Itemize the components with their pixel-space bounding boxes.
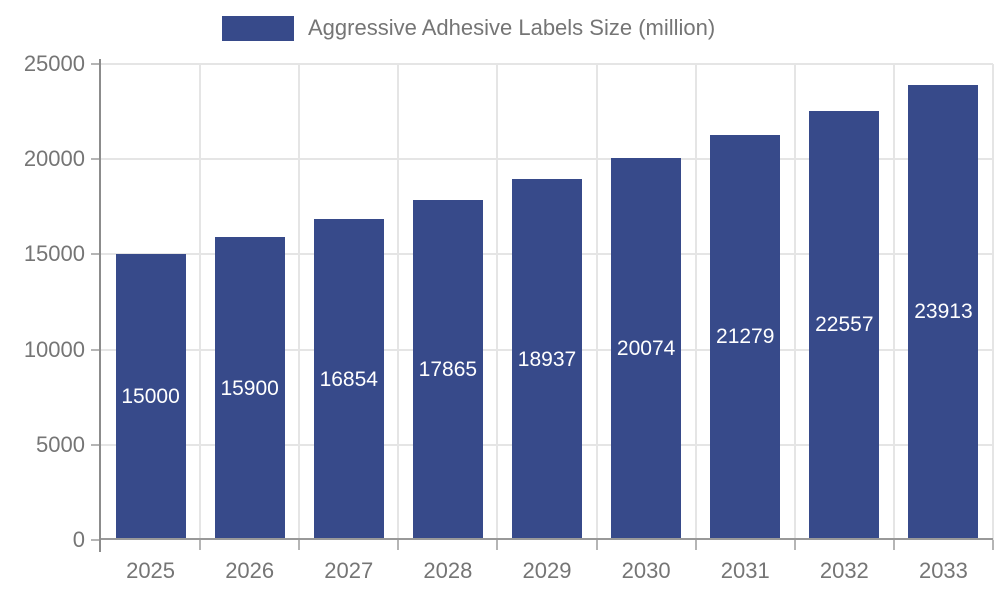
bar bbox=[115, 254, 186, 540]
x-tick-label: 2032 bbox=[819, 558, 869, 583]
y-tick-label: 25000 bbox=[23, 51, 85, 76]
v-gridline bbox=[694, 64, 697, 540]
v-gridline bbox=[793, 64, 796, 540]
bar bbox=[512, 179, 582, 540]
v-gridline bbox=[595, 64, 598, 540]
x-tick-mark bbox=[793, 540, 796, 550]
x-tick-label: 2033 bbox=[918, 558, 968, 583]
bar bbox=[809, 110, 880, 540]
v-gridline bbox=[892, 64, 895, 540]
x-tick-label: 2028 bbox=[423, 558, 473, 583]
bar-value-label: 23913 bbox=[914, 300, 973, 324]
bar-value-label: 15900 bbox=[220, 376, 279, 400]
bar bbox=[412, 199, 483, 540]
x-tick-mark bbox=[397, 540, 400, 550]
x-tick-mark bbox=[199, 540, 202, 550]
x-axis-line bbox=[101, 538, 993, 540]
x-tick-mark bbox=[992, 540, 994, 550]
legend: Aggressive Adhesive Labels Size (million… bbox=[222, 15, 715, 41]
y-tick-label: 5000 bbox=[36, 431, 85, 457]
y-tick-label: 10000 bbox=[23, 336, 85, 362]
legend-label: Aggressive Adhesive Labels Size (million… bbox=[308, 15, 716, 40]
y-axis-line bbox=[99, 59, 101, 552]
bar-value-label: 17865 bbox=[418, 357, 478, 381]
v-gridline bbox=[496, 64, 499, 540]
bar-value-label: 22557 bbox=[815, 313, 874, 337]
bar-value-label: 20074 bbox=[616, 336, 676, 360]
y-tick-mark bbox=[91, 443, 99, 446]
v-gridline bbox=[298, 64, 301, 540]
plot-area: 0 5000 10000 15000 20000 25000 15000 2025 15900 2… bbox=[24, 53, 994, 582]
bar-value-label: 16854 bbox=[319, 367, 378, 391]
x-tick-label: 2026 bbox=[225, 558, 275, 583]
bar-value-label: 18937 bbox=[517, 347, 577, 371]
bar bbox=[710, 134, 781, 540]
y-tick-label: 20000 bbox=[23, 146, 85, 172]
y-tick-mark bbox=[91, 253, 99, 256]
bar bbox=[908, 84, 979, 540]
y-tick-mark bbox=[91, 158, 99, 161]
y-tick-mark bbox=[91, 539, 99, 541]
y-tick-mark bbox=[91, 63, 99, 65]
x-tick-mark bbox=[496, 540, 499, 550]
x-tick-mark bbox=[892, 540, 895, 550]
x-tick-label: 2030 bbox=[621, 558, 671, 583]
x-tick-label: 2027 bbox=[324, 558, 374, 583]
legend-swatch bbox=[222, 15, 294, 41]
x-tick-label: 2031 bbox=[720, 558, 770, 583]
bar bbox=[313, 219, 384, 540]
bar bbox=[214, 237, 285, 540]
x-tick-mark bbox=[694, 540, 697, 550]
h-gridline bbox=[101, 158, 993, 161]
bar-value-label: 21279 bbox=[716, 325, 775, 349]
x-tick-mark bbox=[298, 540, 301, 550]
v-gridline bbox=[992, 64, 994, 540]
bar-value-label: 15000 bbox=[121, 385, 180, 409]
v-gridline bbox=[199, 64, 202, 540]
y-tick-label: 0 bbox=[72, 527, 85, 552]
x-tick-label: 2025 bbox=[126, 558, 176, 583]
x-tick-mark bbox=[595, 540, 598, 550]
bar bbox=[611, 157, 682, 540]
v-gridline bbox=[397, 64, 400, 540]
x-tick-label: 2029 bbox=[522, 558, 572, 583]
h-gridline bbox=[101, 63, 993, 65]
y-tick-label: 15000 bbox=[23, 241, 85, 267]
y-tick-mark bbox=[91, 348, 99, 351]
